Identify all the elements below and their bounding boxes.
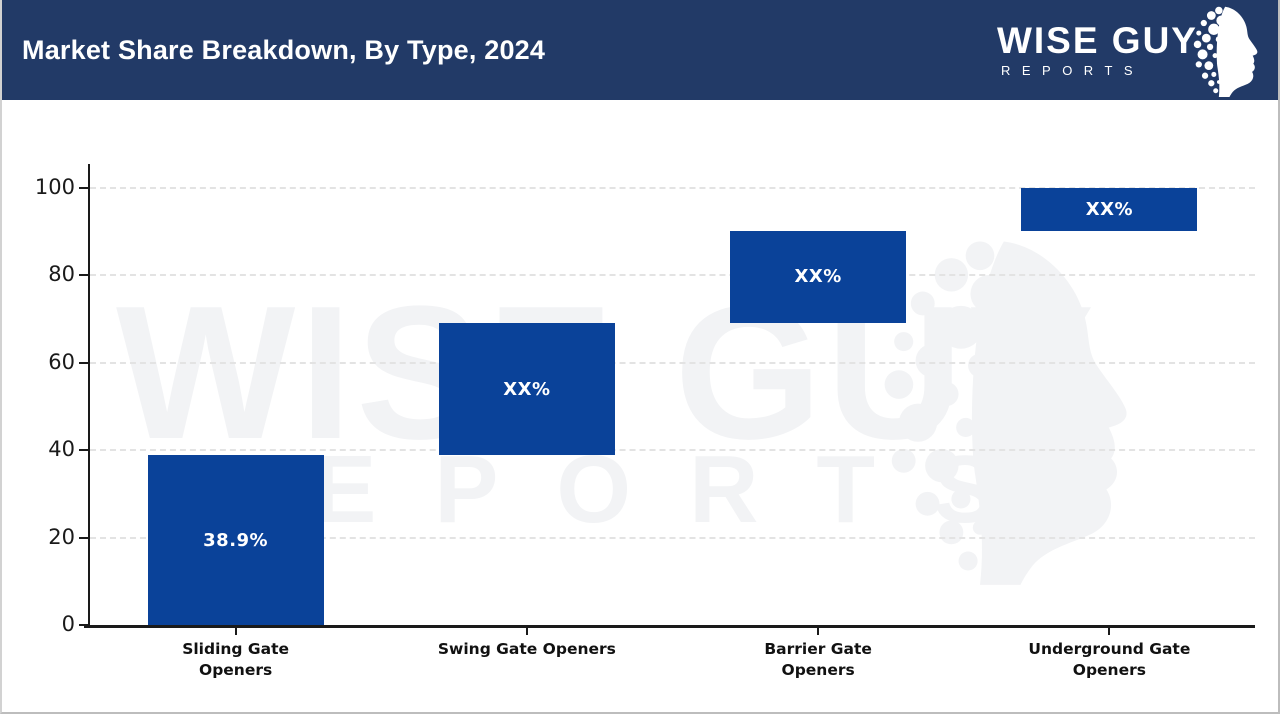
waterfall-bar: XX%	[438, 323, 615, 455]
x-axis-category-label: Barrier Gate Openers	[688, 639, 948, 681]
x-axis-category-line: Sliding Gate	[182, 640, 290, 658]
logo-text: WISE GUY REPORTS	[997, 22, 1198, 78]
gridline	[90, 449, 1255, 452]
gridline	[90, 536, 1255, 539]
y-axis-tick-mark	[79, 274, 88, 277]
x-axis-category-label: Sliding Gate Openers	[106, 639, 366, 681]
logo-wordmark: WISE GUY	[996, 20, 1198, 61]
x-axis-category-line: Openers	[1072, 661, 1146, 679]
x-axis-category-line: Openers	[781, 661, 855, 679]
plot-area: 0 20 40 60 80 100 38.9% Sliding Gate Openers XX% S…	[35, 164, 1255, 679]
y-axis-tick-mark	[79, 187, 88, 190]
gridline	[90, 274, 1255, 277]
x-axis-category-label: Underground Gate Openers	[979, 639, 1239, 681]
waterfall-bar: XX%	[730, 230, 907, 324]
waterfall-bar: 38.9%	[147, 455, 324, 625]
bar-value-label: XX%	[794, 266, 842, 288]
x-axis-category-line: Barrier Gate	[764, 640, 872, 658]
y-axis-tick-label: 0	[61, 612, 75, 636]
bar-value-label: XX%	[503, 378, 551, 400]
x-axis-tick-mark	[817, 628, 820, 635]
y-axis-tick-label: 60	[48, 349, 75, 374]
x-axis-tick-mark	[525, 628, 528, 635]
wise-guy-logo: WISE GUY REPORTS	[997, 3, 1270, 97]
y-axis-tick-mark	[79, 449, 88, 452]
page-title: Market Share Breakdown, By Type, 2024	[22, 34, 546, 65]
logo-face-icon	[1184, 3, 1270, 97]
x-axis-tick-mark	[234, 628, 237, 635]
header-bar: Market Share Breakdown, By Type, 2024 WI…	[0, 0, 1280, 100]
x-axis-tick-mark	[1108, 628, 1111, 635]
bar-value-label: 38.9%	[203, 529, 269, 551]
x-axis-category-line: Swing Gate Openers	[437, 640, 616, 658]
x-axis-category-line: Underground Gate	[1028, 640, 1191, 658]
x-axis-category-line: Openers	[199, 661, 273, 679]
bar-value-label: XX%	[1085, 198, 1134, 220]
y-axis-tick-mark	[79, 361, 88, 364]
y-axis-tick-mark	[79, 624, 88, 626]
x-axis-category-label: Swing Gate Openers	[397, 639, 657, 660]
y-axis-tick-label: 100	[34, 175, 75, 200]
gridline	[90, 361, 1255, 364]
gridline	[90, 187, 1255, 190]
y-axis-tick-label: 20	[48, 524, 75, 549]
y-axis-tick-mark	[79, 536, 88, 539]
y-axis-tick-label: 40	[48, 437, 75, 462]
waterfall-bar: XX%	[1021, 188, 1198, 231]
y-axis-tick-label: 80	[48, 262, 75, 287]
logo-subtitle: REPORTS	[1000, 63, 1145, 78]
